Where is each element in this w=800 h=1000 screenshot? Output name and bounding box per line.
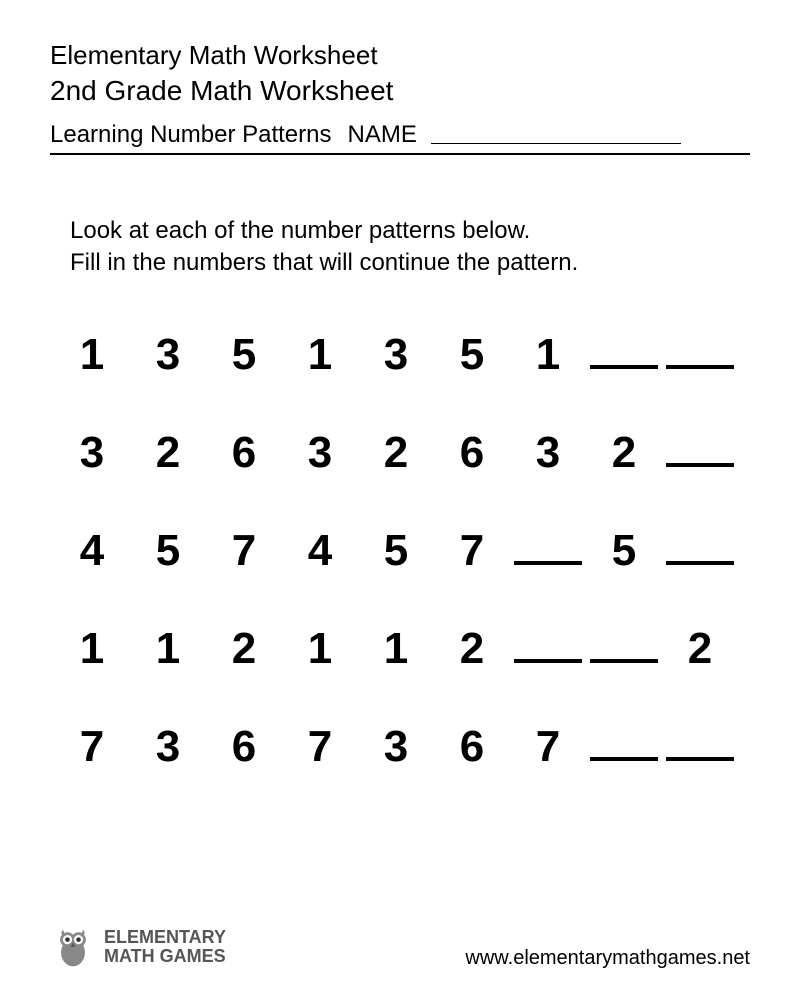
header-subtitle: 2nd Grade Math Worksheet — [50, 75, 750, 107]
pattern-number: 3 — [130, 722, 206, 772]
logo-text-line-1: ELEMENTARY — [104, 928, 226, 947]
pattern-number: 4 — [282, 526, 358, 576]
pattern-number: 3 — [130, 330, 206, 380]
pattern-number: 1 — [358, 624, 434, 674]
name-label: NAME — [347, 121, 416, 149]
pattern-number: 7 — [54, 722, 130, 772]
pattern-number: 5 — [130, 526, 206, 576]
pattern-number: 2 — [662, 624, 738, 674]
pattern-number: 2 — [130, 428, 206, 478]
pattern-row: 4574575 — [54, 526, 750, 576]
logo: ELEMENTARY MATH GAMES — [50, 924, 226, 970]
pattern-number: 3 — [282, 428, 358, 478]
worksheet-footer: ELEMENTARY MATH GAMES www.elementarymath… — [50, 924, 750, 970]
footer-url: www.elementarymathgames.net — [465, 947, 750, 970]
answer-blank[interactable] — [662, 527, 738, 564]
pattern-number: 5 — [434, 330, 510, 380]
answer-blank[interactable] — [662, 429, 738, 466]
pattern-number: 6 — [434, 428, 510, 478]
header-title: Elementary Math Worksheet — [50, 40, 750, 71]
pattern-row: 1351351 — [54, 330, 750, 380]
answer-blank[interactable] — [586, 331, 662, 368]
pattern-number: 2 — [434, 624, 510, 674]
instructions-line-2: Fill in the numbers that will continue t… — [70, 247, 750, 279]
pattern-number: 1 — [54, 330, 130, 380]
answer-blank[interactable] — [510, 625, 586, 662]
pattern-number: 5 — [206, 330, 282, 380]
pattern-number: 7 — [282, 722, 358, 772]
pattern-number: 6 — [206, 722, 282, 772]
pattern-number: 1 — [130, 624, 206, 674]
pattern-number: 2 — [358, 428, 434, 478]
answer-blank[interactable] — [586, 723, 662, 760]
answer-blank[interactable] — [586, 625, 662, 662]
pattern-number: 6 — [434, 722, 510, 772]
pattern-number: 1 — [510, 330, 586, 380]
answer-blank[interactable] — [510, 527, 586, 564]
answer-blank[interactable] — [662, 723, 738, 760]
answer-blank[interactable] — [662, 331, 738, 368]
pattern-number: 4 — [54, 526, 130, 576]
pattern-number: 1 — [54, 624, 130, 674]
pattern-row: 32632632 — [54, 428, 750, 478]
pattern-number: 3 — [54, 428, 130, 478]
name-blank[interactable] — [431, 115, 681, 144]
pattern-number: 5 — [358, 526, 434, 576]
pattern-number: 1 — [282, 624, 358, 674]
logo-text: ELEMENTARY MATH GAMES — [104, 928, 226, 966]
pattern-number: 7 — [206, 526, 282, 576]
pattern-list: 135135132632632457457511211227367367 — [54, 330, 750, 772]
topic-text: Learning Number Patterns — [50, 121, 331, 149]
instructions-line-1: Look at each of the number patterns belo… — [70, 215, 750, 247]
instructions: Look at each of the number patterns belo… — [70, 215, 750, 280]
logo-text-line-2: MATH GAMES — [104, 947, 226, 966]
pattern-number: 3 — [510, 428, 586, 478]
pattern-number: 3 — [358, 722, 434, 772]
pattern-number: 7 — [434, 526, 510, 576]
worksheet-header: Elementary Math Worksheet 2nd Grade Math… — [50, 40, 750, 155]
pattern-number: 5 — [586, 526, 662, 576]
pattern-number: 2 — [206, 624, 282, 674]
pattern-number: 7 — [510, 722, 586, 772]
topic-line: Learning Number Patterns NAME — [50, 113, 750, 155]
pattern-row: 1121122 — [54, 624, 750, 674]
pattern-number: 3 — [358, 330, 434, 380]
pattern-number: 6 — [206, 428, 282, 478]
pattern-row: 7367367 — [54, 722, 750, 772]
owl-icon — [50, 924, 96, 970]
pattern-number: 1 — [282, 330, 358, 380]
pattern-number: 2 — [586, 428, 662, 478]
